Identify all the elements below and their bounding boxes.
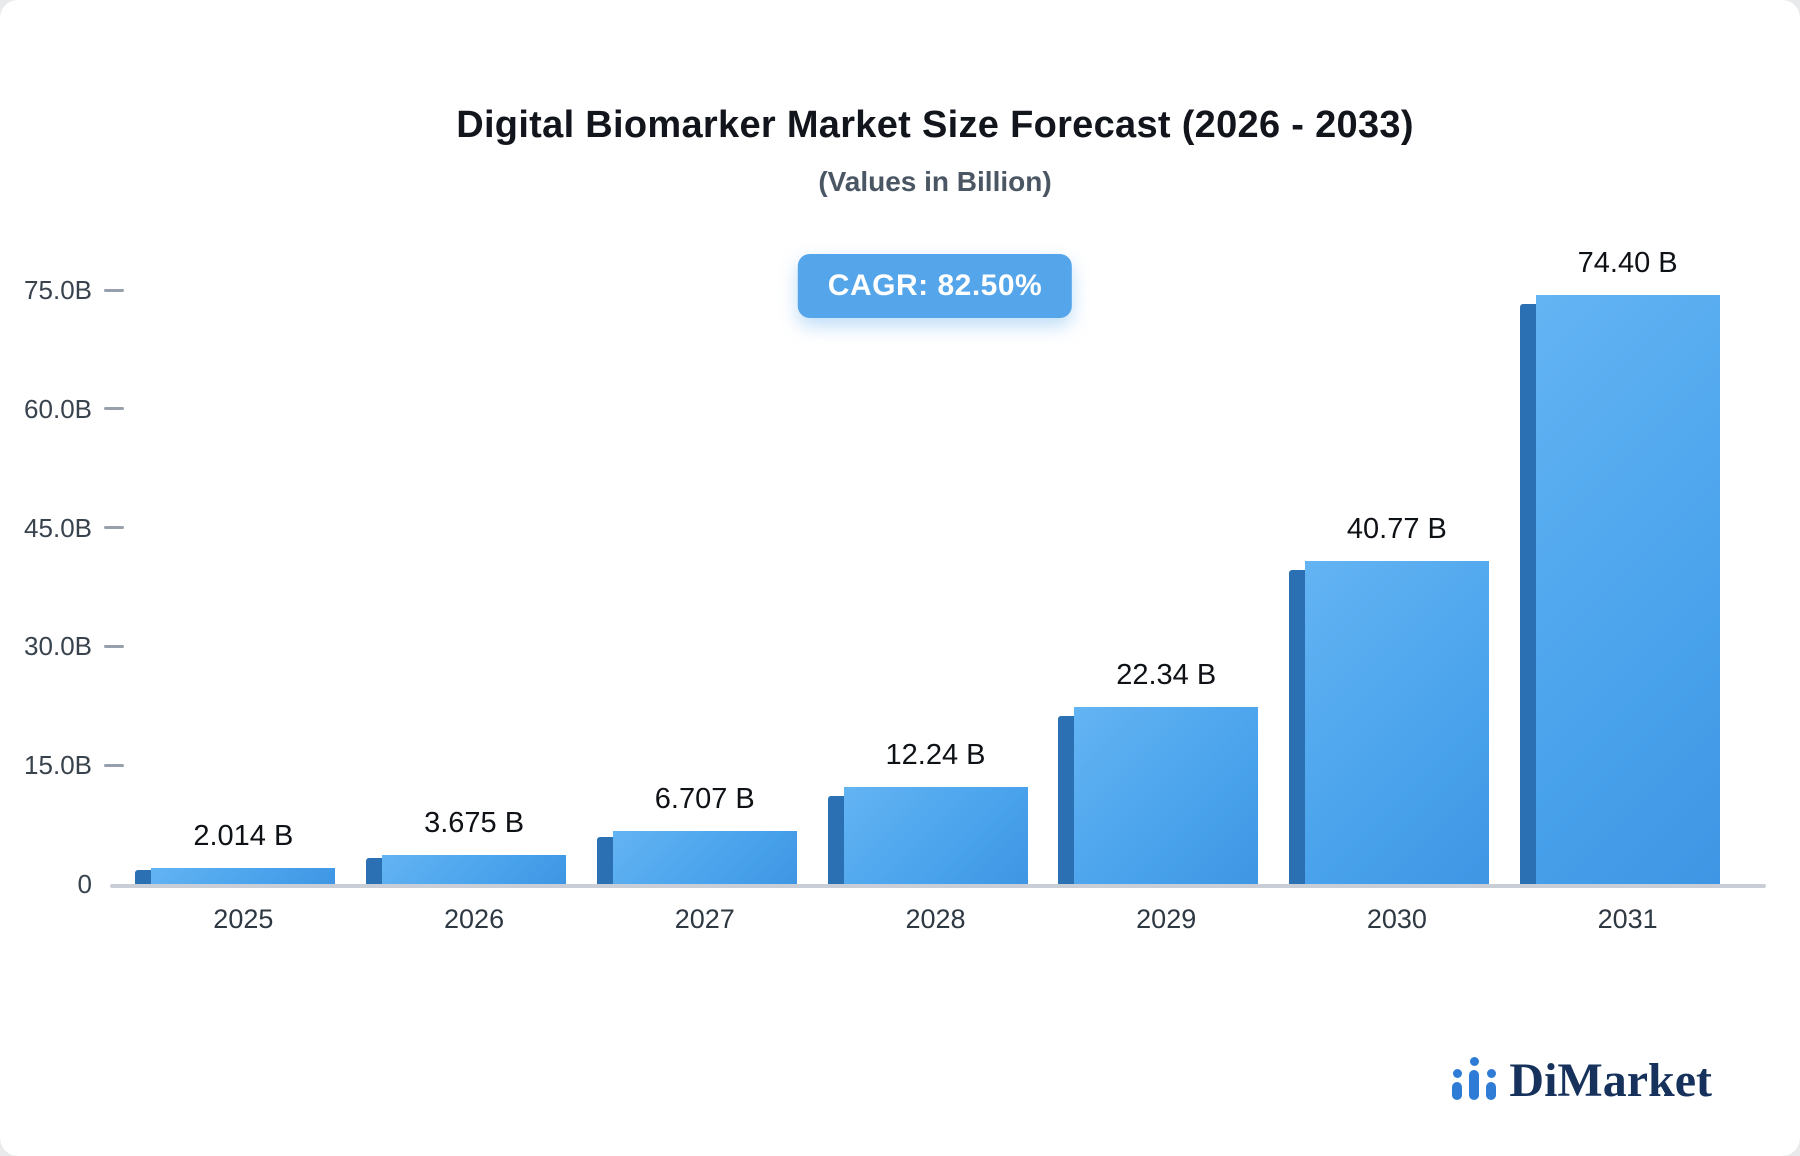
bar-chart-logo-icon <box>1452 1057 1497 1104</box>
x-axis-category-label: 2031 <box>1597 904 1658 934</box>
x-axis-category-label: 2027 <box>674 904 735 934</box>
logo-bar-column <box>1486 1069 1497 1100</box>
bar-side-face <box>596 837 613 884</box>
y-axis-tick-label: 75.0B <box>24 275 92 305</box>
bar-value-label: 40.77 B <box>1346 513 1447 546</box>
y-axis-tick-label: 60.0B <box>24 393 92 424</box>
bar-value-label: 2.014 B <box>193 820 294 853</box>
y-axis-tick-mark <box>104 644 124 648</box>
x-axis-category-label: 2030 <box>1366 904 1427 934</box>
brand-name: DiMarket <box>1509 1054 1712 1108</box>
bar <box>612 830 797 884</box>
logo-bar <box>1486 1082 1497 1100</box>
x-axis-category-label: 2026 <box>444 904 505 934</box>
logo-dot <box>1452 1069 1462 1078</box>
bar-value-label: 3.675 B <box>424 806 525 839</box>
logo-dot <box>1486 1069 1496 1078</box>
bar-side-face <box>135 869 152 884</box>
logo-bar <box>1469 1070 1480 1100</box>
bar-side-face <box>1058 716 1075 884</box>
y-axis-tick-label: 30.0B <box>24 631 92 662</box>
y-axis-tick-label: 45.0B <box>24 512 92 543</box>
chart-subtitle: (Values in Billion) <box>818 166 1052 197</box>
y-axis-tick-label: 0 <box>77 869 92 899</box>
logo-bar-column <box>1469 1057 1480 1100</box>
cagr-badge: CAGR: 82.50% <box>797 254 1073 318</box>
x-axis-category-label: 2029 <box>1136 904 1197 934</box>
brand-logo: DiMarket <box>1452 1054 1712 1108</box>
bar <box>1074 707 1259 884</box>
bar-side-face <box>1519 303 1536 884</box>
y-axis-tick-label: 15.0B <box>24 750 92 781</box>
x-axis-category-label: 2028 <box>905 904 966 934</box>
x-axis-line <box>110 884 1766 888</box>
logo-dot <box>1469 1057 1479 1066</box>
bar-side-face <box>827 796 844 884</box>
logo-bar-column <box>1452 1069 1463 1100</box>
chart-title: Digital Biomarker Market Size Forecast (… <box>456 104 1414 146</box>
logo-bar <box>1452 1082 1463 1100</box>
y-axis-tick-mark <box>104 526 124 530</box>
bar <box>843 787 1028 884</box>
bar-value-label: 6.707 B <box>654 782 755 815</box>
bar-value-label: 74.40 B <box>1577 246 1678 279</box>
bar-side-face <box>366 858 383 884</box>
bar-value-label: 22.34 B <box>1116 659 1217 692</box>
y-axis-tick-mark <box>104 407 124 411</box>
bar <box>151 868 336 884</box>
bar-value-label: 12.24 B <box>885 739 986 772</box>
bar <box>1304 561 1489 884</box>
y-axis-tick-mark <box>104 763 124 767</box>
y-axis-tick-mark <box>104 288 124 292</box>
x-axis-category-label: 2025 <box>213 904 274 934</box>
bar <box>1535 294 1720 884</box>
bar-side-face <box>1288 570 1305 884</box>
bar <box>382 854 567 884</box>
